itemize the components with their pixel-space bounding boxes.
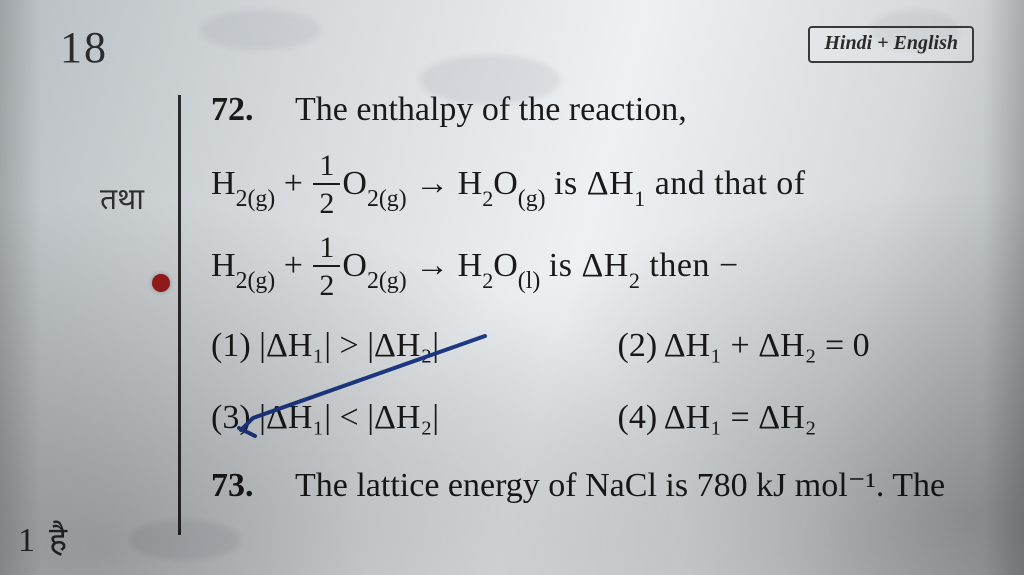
eq1-tail-b: and that of xyxy=(646,165,806,202)
vertical-divider xyxy=(178,95,181,535)
side-label: तथा xyxy=(100,91,170,218)
sub-2: 2 xyxy=(629,268,641,293)
eq2-o2g: O2(g) xyxy=(342,247,406,284)
eq1-tail: is ΔH1 and that of xyxy=(554,165,806,202)
eq1-h2g: H2(g) xyxy=(211,165,275,202)
eq1-h2o-g: H2O(g) xyxy=(458,165,546,202)
page-number: 18 xyxy=(60,22,108,73)
eq2-h2g: H2(g) xyxy=(211,247,275,284)
frac-num: 1 xyxy=(313,149,340,185)
option-1: (1) |ΔH₁| > |ΔH₂| xyxy=(211,327,578,365)
plus-icon: + xyxy=(284,165,303,202)
arrow-icon: → xyxy=(415,247,449,284)
bottom-left-marks: 1 है xyxy=(18,515,67,561)
equation-1: H2(g) + 1 2 O2(g) → H2O(g) is ΔH1 and th… xyxy=(211,151,984,221)
sub-2g: 2(g) xyxy=(367,186,407,212)
q72-header: 72. The enthalpy of the reaction, xyxy=(211,91,984,129)
sub-2: 2 xyxy=(482,186,493,211)
eq1-tail-a: is ΔH xyxy=(554,165,634,202)
fraction-half: 1 2 xyxy=(313,149,340,219)
sub-2g: 2(g) xyxy=(236,268,276,294)
q72-prompt: The enthalpy of the reaction, xyxy=(295,91,687,129)
header-row: 18 Hindi + English xyxy=(60,22,984,73)
question-block: तथा 72. The enthalpy of the reaction, H2… xyxy=(100,91,984,535)
frac-num: 1 xyxy=(313,231,340,267)
fraction-half: 1 2 xyxy=(313,231,340,301)
sub-l: (l) xyxy=(518,268,540,294)
q72-number: 72. xyxy=(211,91,271,129)
eq2-h2o-l: H2O(l) xyxy=(458,247,541,284)
question-body: 72. The enthalpy of the reaction, H2(g) … xyxy=(211,91,984,505)
eq2-tail-b: then − xyxy=(640,247,738,284)
frac-den: 2 xyxy=(313,185,340,219)
eq1-o2g: O2(g) xyxy=(342,165,406,202)
plus-icon: + xyxy=(284,247,303,284)
sub-2g: 2(g) xyxy=(367,268,407,294)
sub-g: (g) xyxy=(518,186,546,212)
option-2: (2) ΔH₁ + ΔH₂ = 0 xyxy=(618,327,985,365)
option-4: (4) ΔH₁ = ΔH₂ xyxy=(618,399,985,437)
bottom-left-word: है xyxy=(49,515,67,561)
sub-2g: 2(g) xyxy=(236,186,276,212)
eq2-tail: is ΔH2 then − xyxy=(549,247,739,284)
option-3: (3) |ΔH₁| < |ΔH₂| xyxy=(211,399,578,437)
q73-number: 73. xyxy=(211,467,271,505)
q72-options: (1) |ΔH₁| > |ΔH₂| (2) ΔH₁ + ΔH₂ = 0 (3) … xyxy=(211,327,984,437)
arrow-icon: → xyxy=(415,165,449,202)
q73-row: 73. The lattice energy of NaCl is 780 kJ… xyxy=(211,465,984,505)
q73-text: The lattice energy of NaCl is 780 kJ mol… xyxy=(295,465,945,505)
equation-2: H2(g) + 1 2 O2(g) → H2O(l) is ΔH2 then − xyxy=(211,233,984,303)
sub-1: 1 xyxy=(634,186,646,211)
frac-den: 2 xyxy=(313,267,340,301)
red-ink-dot xyxy=(152,274,170,292)
eq2-tail-a: is ΔH xyxy=(549,247,629,284)
sub-2: 2 xyxy=(482,268,493,293)
bottom-left-num: 1 xyxy=(18,522,35,560)
language-badge: Hindi + English xyxy=(808,26,974,63)
q72-equations: H2(g) + 1 2 O2(g) → H2O(g) is ΔH1 and th… xyxy=(211,151,984,303)
